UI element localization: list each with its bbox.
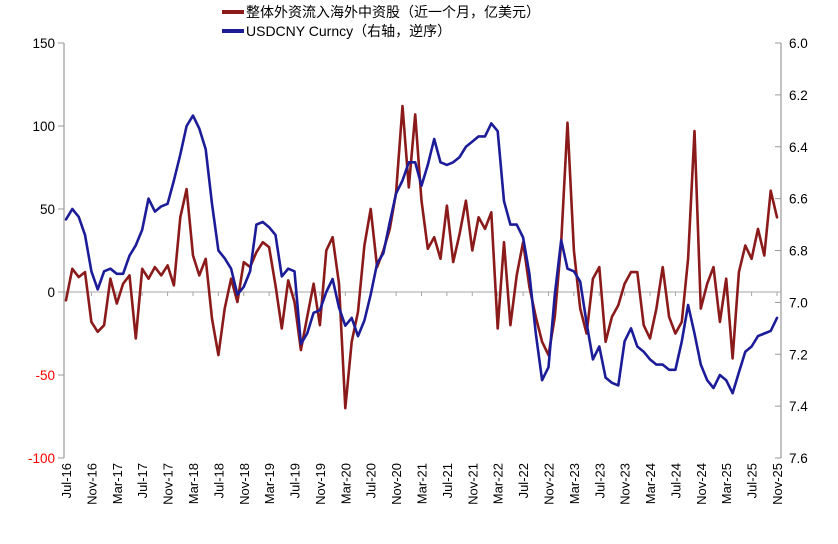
series-usdcny-line bbox=[64, 114, 779, 395]
right-axis-tick-label: 7.4 bbox=[789, 399, 808, 414]
x-axis-tick-label: Nov-21 bbox=[465, 463, 480, 505]
x-axis-tick-label: Nov-16 bbox=[84, 463, 99, 505]
legend-swatch-flows-icon bbox=[222, 10, 244, 14]
x-axis-tick-label: Mar-20 bbox=[338, 463, 353, 504]
x-axis-tick-label: Mar-24 bbox=[643, 463, 658, 504]
right-axis-tick-label: 7.2 bbox=[789, 347, 808, 362]
series-flows-line bbox=[64, 104, 779, 410]
x-axis-tick-label: Jul-25 bbox=[745, 463, 760, 498]
x-axis-tick-label: Jul-16 bbox=[59, 463, 74, 498]
x-axis-tick-label: Jul-19 bbox=[288, 463, 303, 498]
left-axis-tick-label: 50 bbox=[40, 202, 55, 217]
right-axis-tick-label: 6.6 bbox=[789, 192, 808, 207]
x-axis-tick-label: Jul-21 bbox=[440, 463, 455, 498]
right-axis-tick-label: 6.8 bbox=[789, 244, 808, 259]
x-axis-tick-label: Mar-25 bbox=[719, 463, 734, 504]
x-axis-tick-label: Nov-23 bbox=[618, 463, 633, 505]
x-axis-tick-label: Nov-17 bbox=[161, 463, 176, 505]
legend-item-usdcny: USDCNY Curncy（右轴，逆序） bbox=[222, 22, 540, 40]
x-axis-tick-label: Mar-17 bbox=[110, 463, 125, 504]
x-axis-tick-label: Mar-21 bbox=[415, 463, 430, 504]
x-axis-tick-label: Nov-22 bbox=[541, 463, 556, 505]
legend-label-flows: 整体外资流入海外中资股（近一个月，亿美元） bbox=[246, 4, 540, 20]
x-axis-tick-label: Nov-18 bbox=[237, 463, 252, 505]
x-axis-tick-label: Nov-24 bbox=[694, 463, 709, 505]
right-axis-tick-label: 7.6 bbox=[789, 451, 808, 466]
x-axis-tick-label: Nov-25 bbox=[770, 463, 785, 505]
x-axis-tick-label: Jul-17 bbox=[135, 463, 150, 498]
left-axis-tick-label: -50 bbox=[35, 368, 55, 383]
x-axis-tick-label: Mar-23 bbox=[567, 463, 582, 504]
x-axis-tick-label: Jul-24 bbox=[668, 463, 683, 498]
legend-label-usdcny: USDCNY Curncy（右轴，逆序） bbox=[246, 23, 452, 39]
legend-swatch-usdcny-icon bbox=[222, 29, 244, 33]
x-axis-tick-label: Jul-22 bbox=[516, 463, 531, 498]
right-axis-tick-label: 6.4 bbox=[789, 140, 808, 155]
left-axis-tick-label: 150 bbox=[32, 36, 55, 51]
x-axis-tick-label: Mar-19 bbox=[262, 463, 277, 504]
x-axis-tick-label: Nov-19 bbox=[313, 463, 328, 505]
legend-item-flows: 整体外资流入海外中资股（近一个月，亿美元） bbox=[222, 3, 540, 21]
left-axis-tick-label: -100 bbox=[28, 451, 55, 466]
left-axis-tick-label: 100 bbox=[32, 119, 55, 134]
right-axis-tick-label: 7.0 bbox=[789, 295, 808, 310]
x-axis-tick-label: Jul-23 bbox=[592, 463, 607, 498]
x-axis-tick-label: Jul-18 bbox=[211, 463, 226, 498]
right-axis-tick-label: 6.2 bbox=[789, 88, 808, 103]
x-axis-tick-label: Mar-18 bbox=[186, 463, 201, 504]
left-axis-tick-label: 0 bbox=[47, 285, 55, 300]
right-axis-tick-label: 6.0 bbox=[789, 36, 808, 51]
x-axis-tick-label: Nov-20 bbox=[389, 463, 404, 505]
x-axis-tick-label: Jul-20 bbox=[364, 463, 379, 498]
x-axis-tick-label: Mar-22 bbox=[491, 463, 506, 504]
chart-legend: 整体外资流入海外中资股（近一个月，亿美元） USDCNY Curncy（右轴，逆… bbox=[222, 3, 540, 40]
